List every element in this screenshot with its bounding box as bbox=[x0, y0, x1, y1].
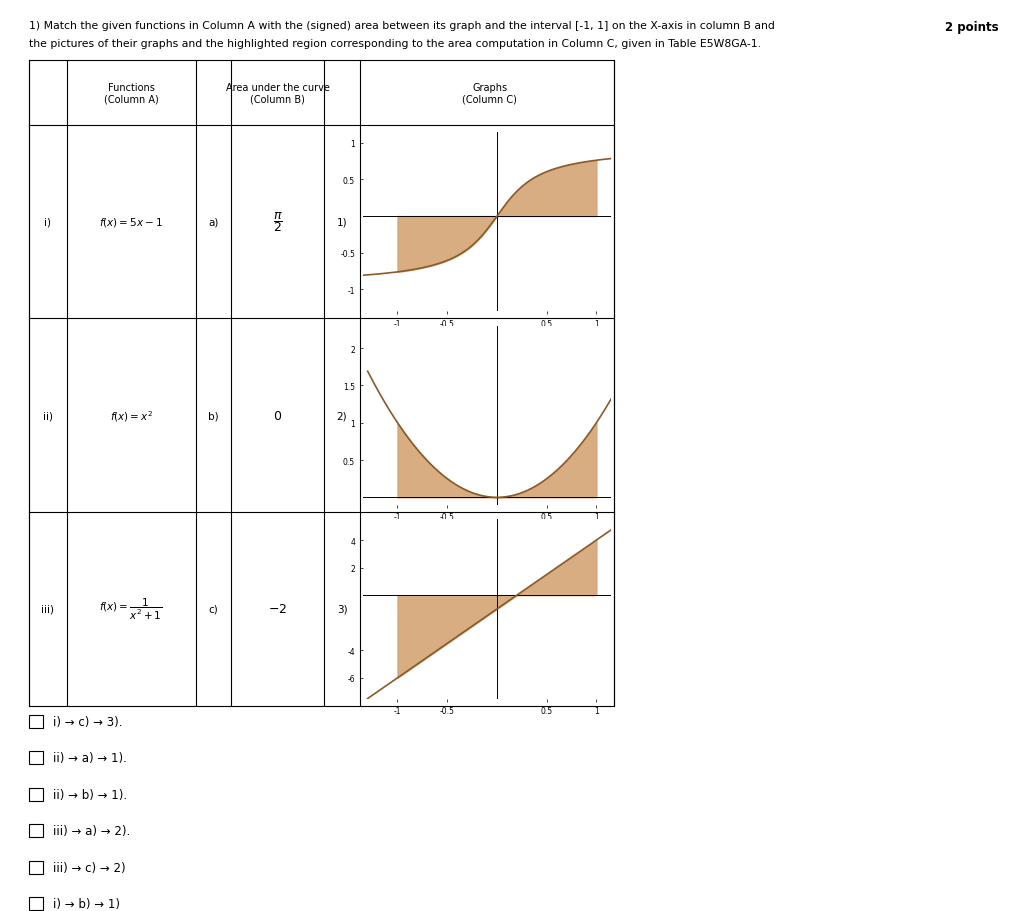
Text: i): i) bbox=[44, 218, 51, 227]
Text: Area under the curve
(Column B): Area under the curve (Column B) bbox=[225, 83, 330, 104]
Bar bbox=[29, 788, 43, 801]
Text: $\dfrac{\pi}{2}$: $\dfrac{\pi}{2}$ bbox=[272, 210, 283, 234]
Text: Functions
(Column A): Functions (Column A) bbox=[103, 83, 159, 104]
Text: 3): 3) bbox=[337, 604, 347, 614]
Text: $f(x) = x^2$: $f(x) = x^2$ bbox=[110, 408, 153, 424]
Text: 1) Match the given functions in Column A with the (signed) area between its grap: 1) Match the given functions in Column A… bbox=[29, 21, 774, 31]
Text: iii) → a) → 2).: iii) → a) → 2). bbox=[53, 824, 130, 837]
Text: Graphs
(Column C): Graphs (Column C) bbox=[463, 83, 517, 104]
Text: 2): 2) bbox=[337, 411, 347, 421]
Bar bbox=[29, 897, 43, 910]
Text: ii): ii) bbox=[43, 411, 52, 421]
Bar bbox=[29, 715, 43, 728]
Text: c): c) bbox=[208, 604, 218, 614]
Bar bbox=[29, 861, 43, 874]
Bar bbox=[29, 61, 614, 706]
Text: iii) → c) → 2): iii) → c) → 2) bbox=[53, 861, 126, 874]
Text: the pictures of their graphs and the highlighted region corresponding to the are: the pictures of their graphs and the hig… bbox=[29, 39, 761, 49]
Text: $f(x) = \dfrac{1}{x^2 + 1}$: $f(x) = \dfrac{1}{x^2 + 1}$ bbox=[99, 597, 163, 622]
Text: i) → b) → 1): i) → b) → 1) bbox=[53, 897, 120, 910]
Text: $-2$: $-2$ bbox=[268, 603, 287, 616]
Text: ii) → a) → 1).: ii) → a) → 1). bbox=[53, 752, 127, 764]
Bar bbox=[29, 824, 43, 837]
Text: 1): 1) bbox=[337, 218, 347, 227]
Text: b): b) bbox=[208, 411, 218, 421]
Text: $0$: $0$ bbox=[273, 409, 283, 423]
Text: iii): iii) bbox=[41, 604, 54, 614]
Bar bbox=[29, 752, 43, 764]
Text: a): a) bbox=[208, 218, 218, 227]
Text: $f(x) = 5x - 1$: $f(x) = 5x - 1$ bbox=[99, 216, 163, 229]
Text: i) → c) → 3).: i) → c) → 3). bbox=[53, 715, 123, 728]
Text: ii) → b) → 1).: ii) → b) → 1). bbox=[53, 788, 127, 801]
Text: 2 points: 2 points bbox=[945, 21, 998, 34]
